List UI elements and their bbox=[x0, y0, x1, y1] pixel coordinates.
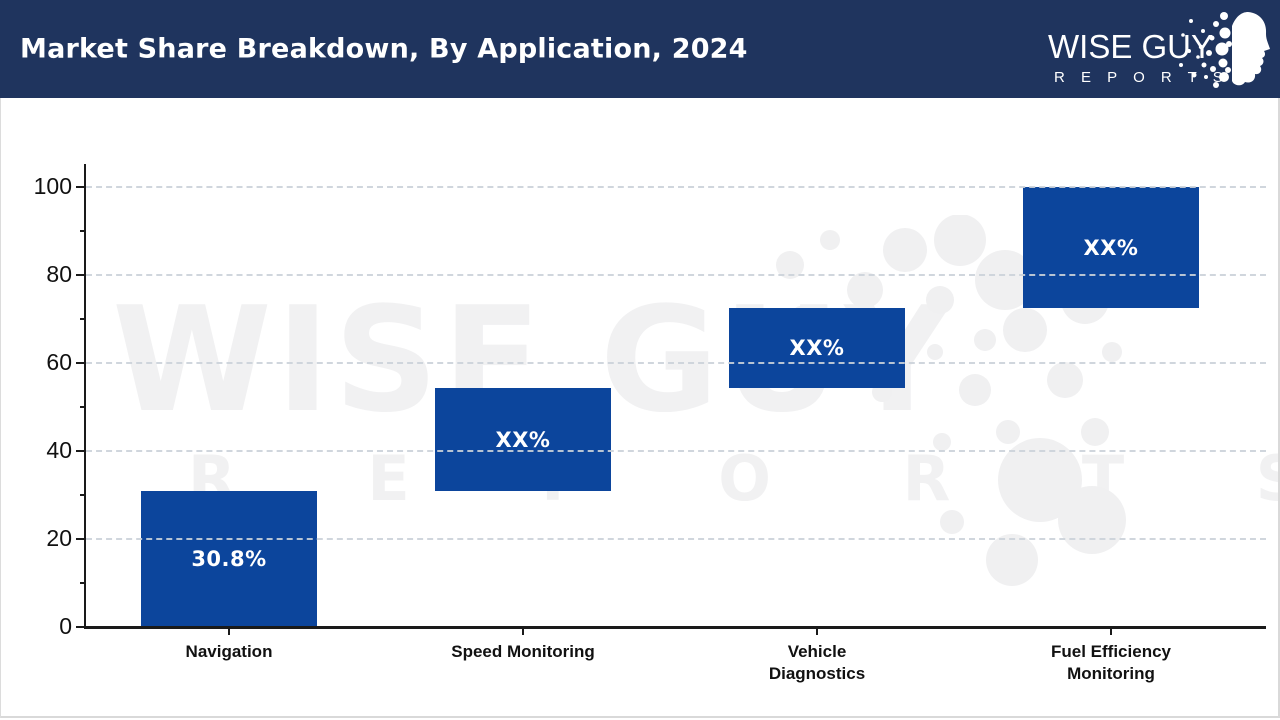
y-tick-label: 100 bbox=[33, 172, 72, 199]
y-tick-label: 20 bbox=[46, 524, 72, 551]
y-tick-label: 80 bbox=[46, 260, 72, 287]
y-tick-mark bbox=[76, 362, 84, 364]
y-tick-mark-minor bbox=[80, 582, 84, 584]
gridline bbox=[86, 538, 1266, 540]
bar bbox=[1023, 187, 1199, 308]
y-tick-mark bbox=[76, 626, 84, 628]
gridline bbox=[86, 450, 1266, 452]
y-tick-mark-minor bbox=[80, 406, 84, 408]
bar bbox=[729, 308, 905, 389]
header-banner: Market Share Breakdown, By Application, … bbox=[0, 0, 1280, 98]
x-tick-mark bbox=[816, 629, 818, 635]
y-tick-mark bbox=[76, 274, 84, 276]
bar-value-label: XX% bbox=[495, 427, 551, 452]
x-category-label: Fuel Efficiency Monitoring bbox=[1051, 642, 1171, 683]
x-tick-mark bbox=[1110, 629, 1112, 635]
y-tick-label: 60 bbox=[46, 348, 72, 375]
x-tick-mark bbox=[522, 629, 524, 635]
right-border bbox=[1278, 98, 1280, 718]
bar-value-label: XX% bbox=[1083, 235, 1139, 260]
y-axis-line bbox=[84, 164, 86, 628]
bar-value-label: 30.8% bbox=[191, 547, 267, 572]
x-axis-line bbox=[84, 626, 1266, 629]
y-tick-mark-minor bbox=[80, 318, 84, 320]
logo-wordmark-text: WISE GUY bbox=[1048, 28, 1213, 65]
left-border bbox=[0, 98, 1, 718]
bar bbox=[435, 388, 611, 492]
watermark-dots-pattern bbox=[776, 215, 1126, 586]
gridline bbox=[86, 362, 1266, 364]
y-tick-mark bbox=[76, 450, 84, 452]
y-tick-mark bbox=[76, 186, 84, 188]
page-title: Market Share Breakdown, By Application, … bbox=[20, 33, 748, 65]
bottom-border bbox=[0, 716, 1280, 718]
x-category-label: Navigation bbox=[185, 642, 273, 661]
x-category-label: Vehicle Diagnostics bbox=[768, 642, 866, 683]
gridline bbox=[86, 274, 1266, 276]
logo-reports-text: R E P O R T S bbox=[1054, 69, 1229, 86]
x-category-label: Speed Monitoring bbox=[451, 642, 595, 661]
y-tick-label: 0 bbox=[59, 612, 72, 639]
x-tick-mark bbox=[228, 629, 230, 635]
bar bbox=[141, 491, 317, 627]
gridline bbox=[86, 186, 1266, 188]
y-tick-mark bbox=[76, 538, 84, 540]
wise-guy-reports-logo: WISE GUY R E P O R T S bbox=[1048, 12, 1270, 88]
y-tick-mark-minor bbox=[80, 230, 84, 232]
logo-face-icon bbox=[1179, 12, 1270, 88]
bar-value-label: XX% bbox=[789, 336, 845, 361]
y-tick-mark-minor bbox=[80, 494, 84, 496]
y-tick-label: 40 bbox=[46, 436, 72, 463]
